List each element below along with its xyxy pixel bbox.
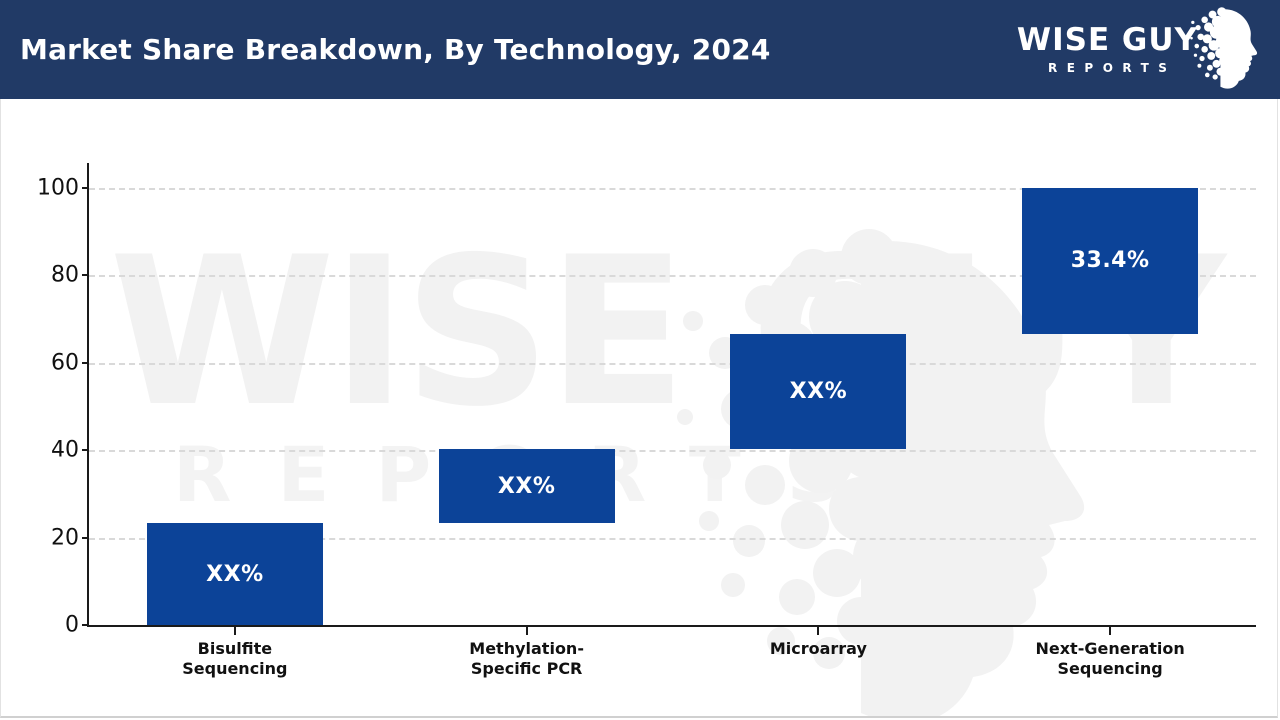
category-label-line: Sequencing <box>182 659 288 678</box>
bar-value-label-4: 33.4% <box>1070 248 1150 274</box>
ytick-mark-100 <box>82 186 89 189</box>
ytick-mark-40 <box>82 449 89 451</box>
gridline-y80 <box>89 275 1256 277</box>
category-label-3: Microarray <box>688 639 948 659</box>
ytick-label-40: 40 <box>51 437 79 463</box>
ytick-mark-60 <box>82 361 89 364</box>
logo-wordmark-main: WISE GUY <box>1016 22 1198 58</box>
logo-wordmark-sub: REPORTS <box>1047 61 1177 75</box>
ytick-label-0: 0 <box>65 612 79 638</box>
bar-1: XX% <box>146 523 323 625</box>
wiseguy-logo: WISE GUY REPORTS <box>1017 0 1270 99</box>
category-label-line: Next-Generation <box>1035 639 1185 658</box>
category-label-1: Bisulfite Sequencing <box>105 639 365 679</box>
gridline-y20 <box>89 537 1256 540</box>
x-axis-spine <box>87 625 1256 627</box>
gridline-y100 <box>89 187 1256 190</box>
header: Market Share Breakdown, By Technology, 2… <box>0 0 1280 99</box>
bar-2: XX% <box>438 449 615 524</box>
ytick-label-20: 20 <box>51 525 79 550</box>
y-axis-spine <box>87 163 89 627</box>
ytick-label-60: 60 <box>51 350 79 375</box>
bar-value-label-1: XX% <box>206 561 264 587</box>
category-label-line: Specific PCR <box>470 659 583 678</box>
category-label-4: Next-Generation Sequencing <box>980 639 1240 679</box>
ytick-label-100: 100 <box>37 175 79 200</box>
xtick-mark-1 <box>233 627 236 635</box>
chart-area: WISE GUY REPORTS 020406080100XX%Bisulfit… <box>0 99 1278 718</box>
ytick-mark-80 <box>82 274 89 276</box>
category-label-line: Sequencing <box>1057 659 1163 678</box>
category-label-line: Bisulfite <box>197 639 273 658</box>
gridline-y60 <box>89 362 1256 365</box>
category-label-line: Methylation- <box>469 639 584 658</box>
xtick-mark-3 <box>817 627 820 635</box>
plot: 0 20 40 60 80 100 XX% Bisulfite Sequencing XX% Met… <box>1 99 1277 716</box>
gridline-y40 <box>89 450 1256 452</box>
chart-title: Market Share Breakdown, By Technology, 2… <box>20 33 771 66</box>
xtick-mark-4 <box>1109 627 1112 635</box>
bar-value-label-2: XX% <box>497 473 556 499</box>
ytick-mark-0 <box>82 624 89 626</box>
ytick-label-80: 80 <box>51 262 79 288</box>
category-label-2: Methylation- Specific PCR <box>397 639 657 679</box>
category-label-line: Microarray <box>769 639 867 658</box>
bar-3: XX% <box>730 333 907 450</box>
bar-value-label-3: XX% <box>789 378 848 404</box>
ytick-mark-20 <box>82 536 89 539</box>
xtick-mark-2 <box>525 627 528 635</box>
bar-4: 33.4% <box>1022 187 1199 334</box>
logo-wordmark: WISE GUY REPORTS <box>1016 22 1198 75</box>
